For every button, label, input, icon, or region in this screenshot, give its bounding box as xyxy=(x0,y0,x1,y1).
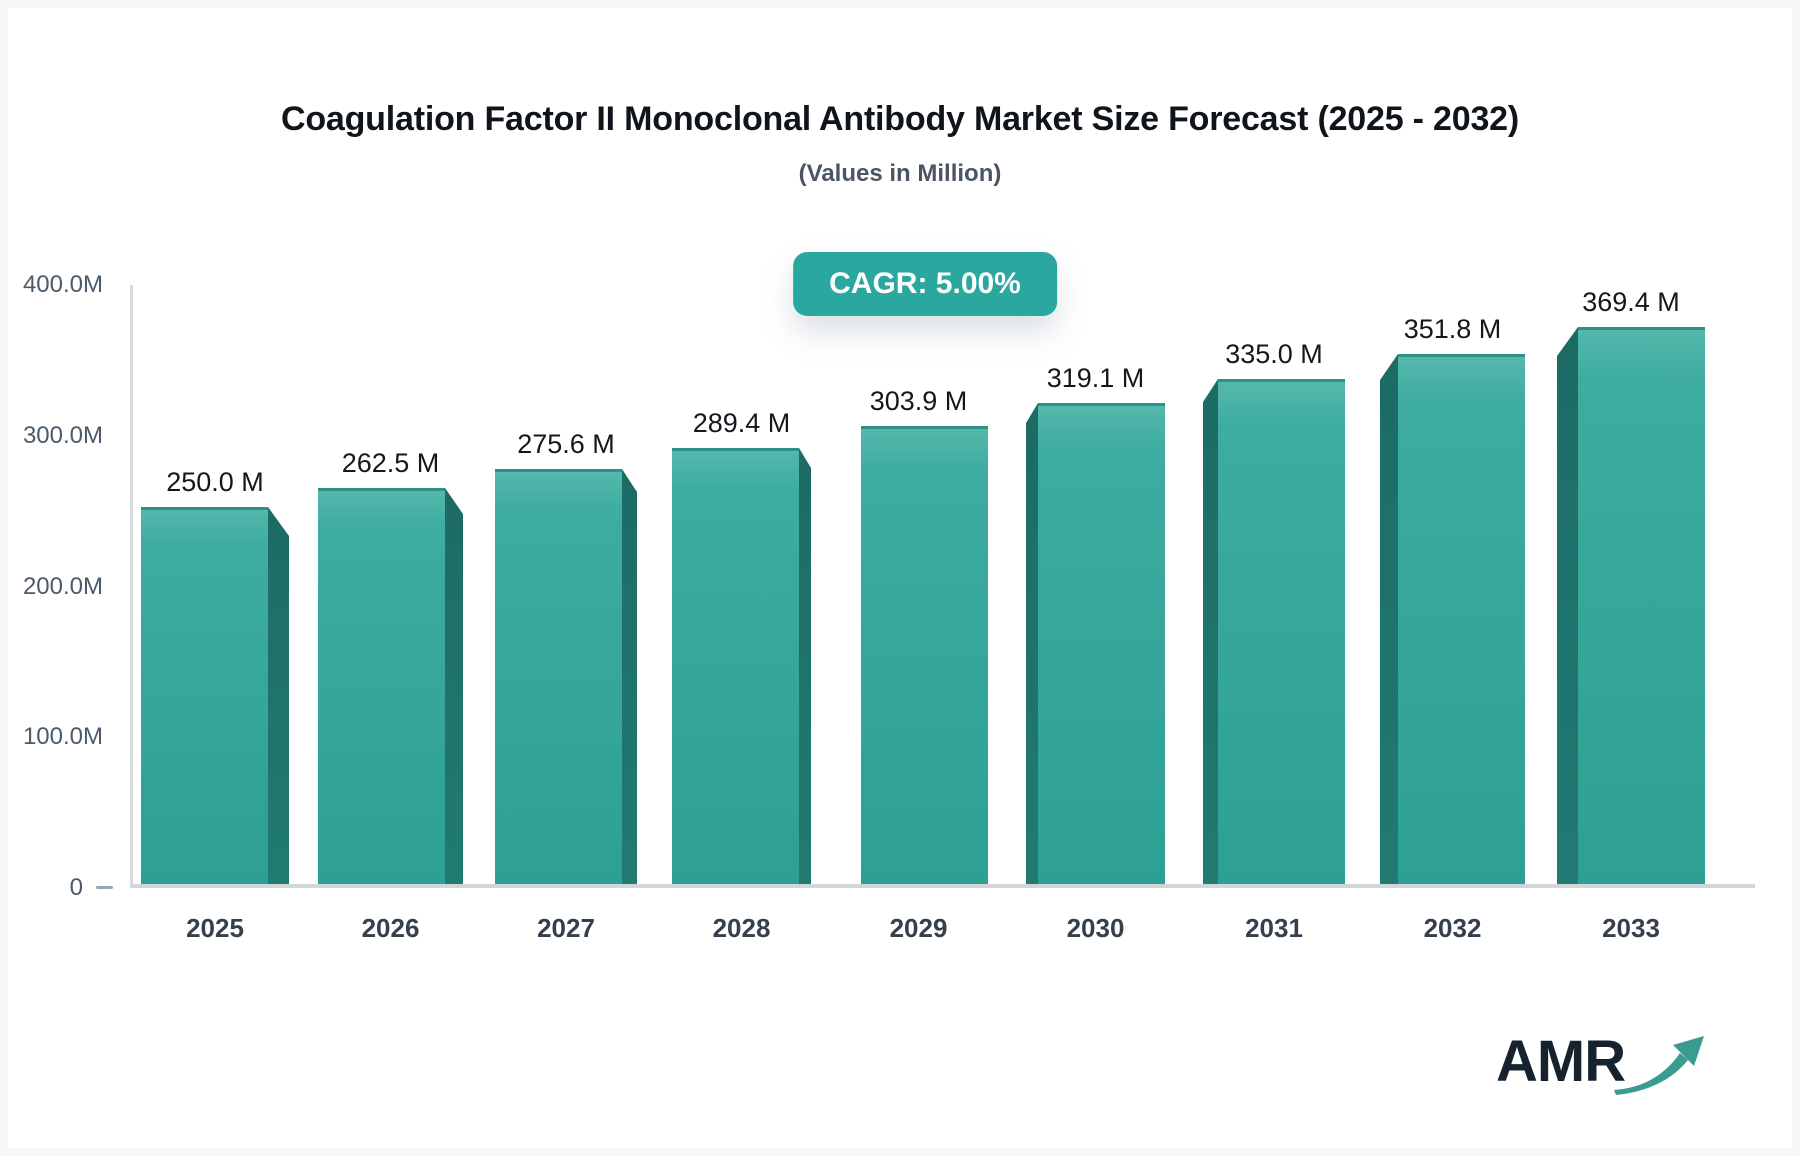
bar-side-shade xyxy=(268,507,289,884)
x-axis-label-2032: 2032 xyxy=(1423,913,1482,943)
bar-2027 xyxy=(495,469,637,884)
bar-value-label: 335.0 M xyxy=(1225,339,1323,369)
bar-2032 xyxy=(1380,354,1525,884)
bar-value-label: 351.8 M xyxy=(1403,314,1502,344)
bar-face xyxy=(495,469,622,884)
y-axis-label-0: 0 xyxy=(69,874,83,901)
x-axis-label-2028: 2028 xyxy=(712,913,771,943)
bar-side-shade xyxy=(622,469,637,884)
bar-face xyxy=(861,426,988,884)
x-axis-label-2031: 2031 xyxy=(1245,913,1303,943)
bar-face xyxy=(672,448,799,884)
chart-title: Coagulation Factor II Monoclonal Antibod… xyxy=(280,100,1520,138)
y-axis-tick-dash xyxy=(96,886,113,889)
bar-2029 xyxy=(849,426,988,884)
bar-side-shade xyxy=(1380,354,1398,884)
brand-text: AMR xyxy=(1496,1029,1626,1094)
chart-subtitle: (Values in Million) xyxy=(798,160,1002,187)
bar-side-shade xyxy=(1557,327,1578,884)
y-axis-label-200.0M: 200.0M xyxy=(22,572,103,600)
bar-face xyxy=(318,488,445,884)
brand-logo: AMR xyxy=(1496,1029,1704,1104)
cagr-badge: CAGR: 5.00% xyxy=(793,252,1057,316)
bar-value-label: 262.5 M xyxy=(341,448,440,478)
bar-face xyxy=(1038,403,1165,884)
bar-value-label: 289.4 M xyxy=(692,408,791,438)
bar-face xyxy=(1578,327,1705,884)
plot-area: 250.0 M 262.5 M 275.6 M 289.4 M 303.9 M 319.1… xyxy=(23,271,1755,943)
x-axis-label-2025: 2025 xyxy=(186,913,244,943)
y-axis-label-400.0M: 400.0M xyxy=(22,271,103,298)
y-axis-label-100.0M: 100.0M xyxy=(22,723,103,751)
bar-2025 xyxy=(141,507,289,884)
bar-face xyxy=(1218,379,1345,884)
bar-face xyxy=(1398,354,1525,884)
bar-value-label: 250.0 M xyxy=(166,467,264,497)
x-axis-label-2030: 2030 xyxy=(1066,913,1125,943)
bar-2028 xyxy=(672,448,811,884)
bar-value-label: 369.4 M xyxy=(1582,287,1680,317)
bar-2033 xyxy=(1557,327,1705,884)
x-axis-label-2026: 2026 xyxy=(361,913,420,943)
bar-value-label: 275.6 M xyxy=(517,429,615,459)
bar-value-label: 319.1 M xyxy=(1046,363,1145,393)
bar-face xyxy=(141,507,268,884)
bar-2026 xyxy=(318,488,463,884)
bar-side-shade xyxy=(1203,379,1218,884)
trend-up-arrow-icon xyxy=(1614,1036,1704,1095)
bar-side-shade xyxy=(799,448,811,884)
y-axis-label-300.0M: 300.0M xyxy=(22,421,103,449)
x-axis-label-2027: 2027 xyxy=(537,913,595,943)
bar-side-shade xyxy=(1026,403,1038,884)
bar-2030 xyxy=(1026,403,1165,884)
chart-card: Coagulation Factor II Monoclonal Antibod… xyxy=(8,8,1792,1148)
bar-side-shade xyxy=(445,488,463,884)
x-axis-label-2029: 2029 xyxy=(889,913,948,943)
bar-2031 xyxy=(1203,379,1345,884)
bar-value-label: 303.9 M xyxy=(869,386,968,416)
x-axis-label-2033: 2033 xyxy=(1602,913,1660,943)
